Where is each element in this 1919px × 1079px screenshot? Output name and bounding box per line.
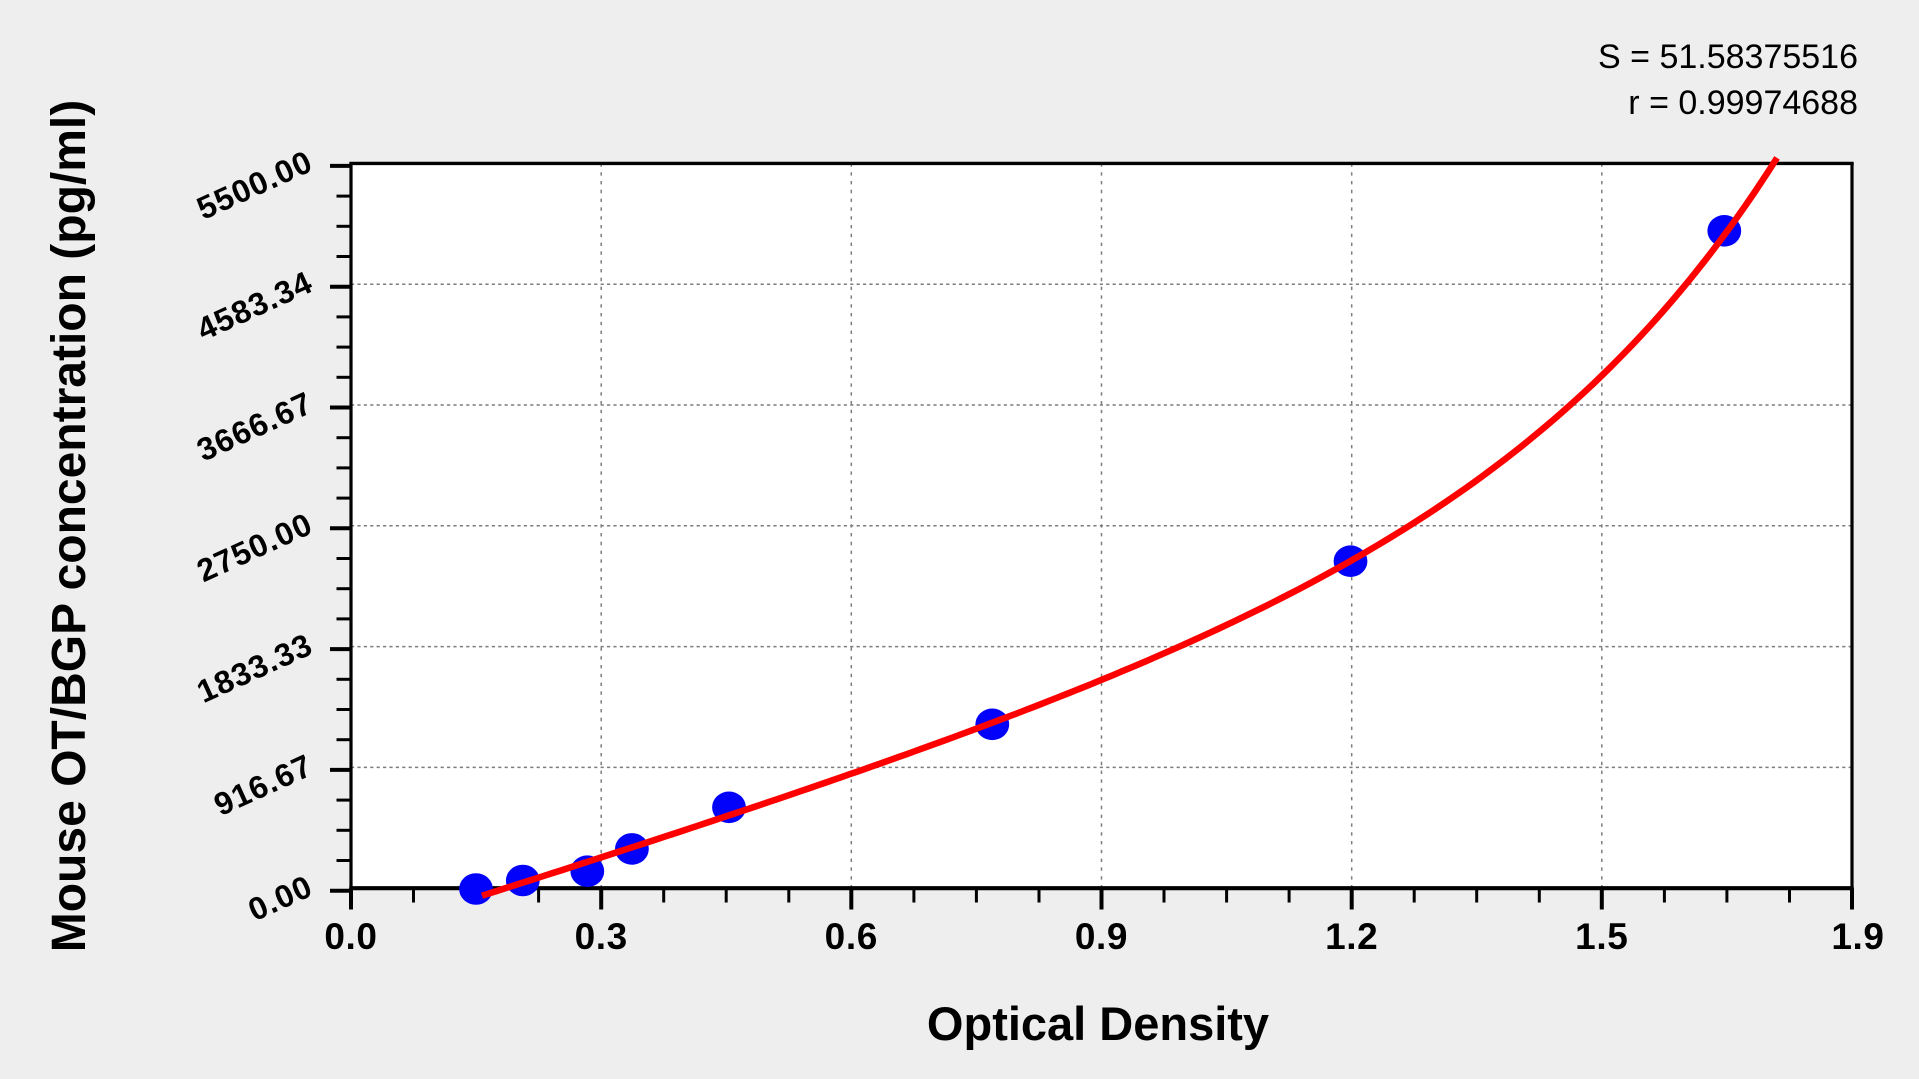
svg-text:0.6: 0.6 xyxy=(825,916,878,957)
svg-text:1.9: 1.9 xyxy=(1831,916,1884,957)
svg-text:r = 0.99974688: r = 0.99974688 xyxy=(1628,84,1858,122)
svg-text:1.5: 1.5 xyxy=(1575,916,1628,957)
svg-text:Mouse OT/BGP concentration (pg: Mouse OT/BGP concentration (pg/ml) xyxy=(43,100,96,953)
svg-text:0.9: 0.9 xyxy=(1075,916,1128,957)
svg-text:1.2: 1.2 xyxy=(1325,916,1378,957)
svg-text:0.0: 0.0 xyxy=(324,916,377,957)
svg-text:0.3: 0.3 xyxy=(575,916,628,957)
svg-text:Optical Density: Optical Density xyxy=(927,997,1269,1050)
svg-text:S = 51.58375516: S = 51.58375516 xyxy=(1598,38,1858,76)
